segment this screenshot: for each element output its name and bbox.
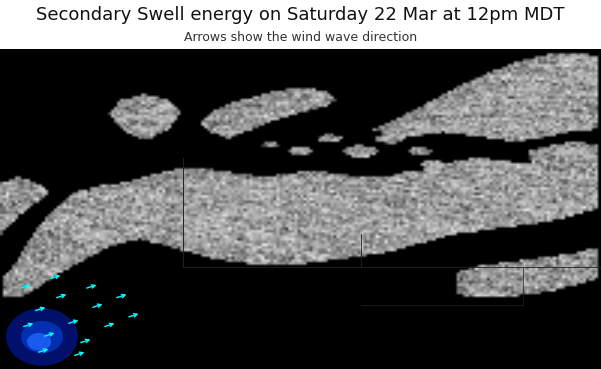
- Text: Arrows show the wind wave direction: Arrows show the wind wave direction: [184, 31, 417, 45]
- Text: Secondary Swell energy on Saturday 22 Mar at 12pm MDT: Secondary Swell energy on Saturday 22 Ma…: [36, 6, 565, 24]
- Ellipse shape: [27, 333, 51, 351]
- Ellipse shape: [21, 321, 63, 353]
- Ellipse shape: [6, 308, 78, 366]
